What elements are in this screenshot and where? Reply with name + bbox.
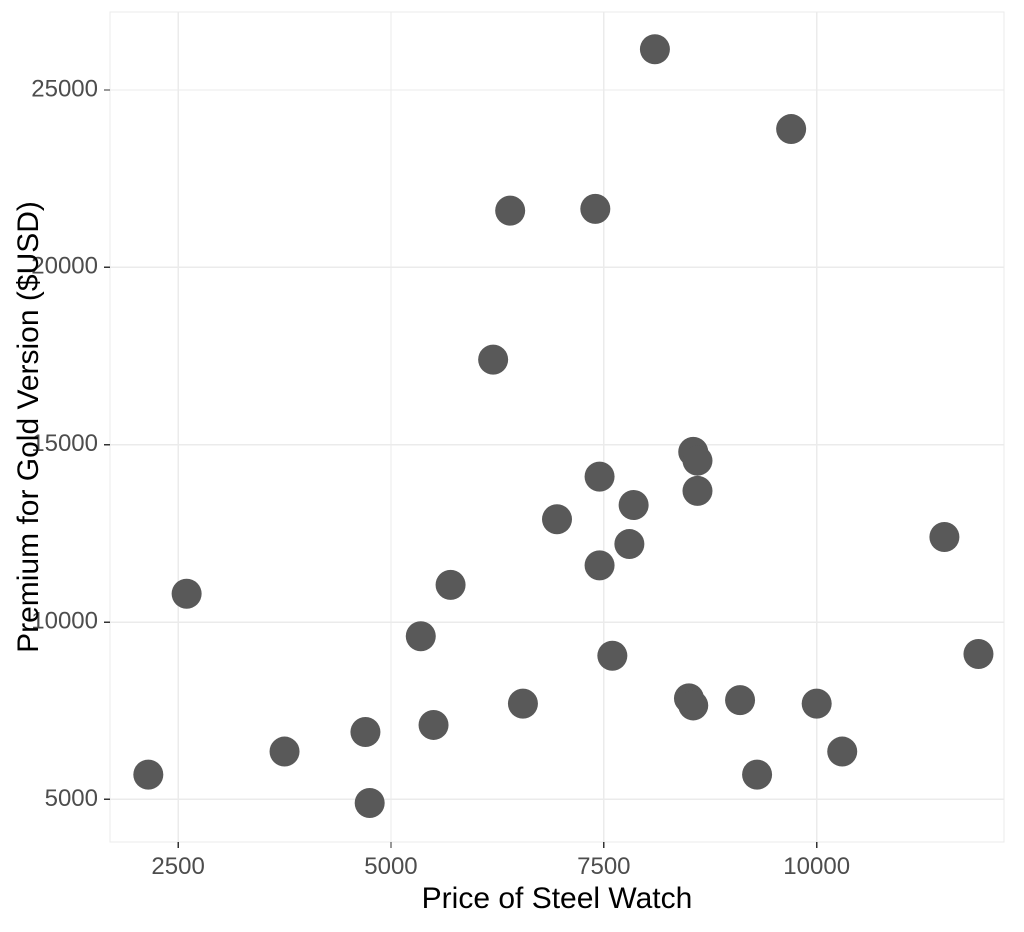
- data-point: [436, 570, 466, 600]
- data-point: [355, 788, 385, 818]
- y-tick-label: 25000: [31, 75, 98, 102]
- data-point: [682, 446, 712, 476]
- plot-panel: [110, 12, 1004, 842]
- data-point: [580, 194, 610, 224]
- data-point: [495, 196, 525, 226]
- x-tick-label: 5000: [364, 853, 417, 880]
- data-point: [542, 504, 572, 534]
- x-tick-label: 2500: [151, 853, 204, 880]
- data-point: [929, 522, 959, 552]
- y-axis-title: Premium for Gold Version ($USD): [12, 201, 45, 653]
- data-point: [619, 490, 649, 520]
- data-point: [350, 717, 380, 747]
- data-point: [133, 760, 163, 790]
- data-point: [827, 737, 857, 767]
- data-point: [776, 114, 806, 144]
- data-point: [963, 639, 993, 669]
- data-point: [406, 621, 436, 651]
- data-point: [614, 529, 644, 559]
- data-point: [640, 34, 670, 64]
- data-point: [682, 476, 712, 506]
- data-point: [802, 689, 832, 719]
- data-point: [597, 641, 627, 671]
- x-axis-title: Price of Steel Watch: [422, 882, 693, 915]
- data-point: [585, 550, 615, 580]
- chart-svg: 2500500075001000050001000015000200002500…: [0, 0, 1024, 932]
- data-point: [585, 462, 615, 492]
- data-point: [478, 345, 508, 375]
- data-point: [419, 710, 449, 740]
- data-point: [725, 685, 755, 715]
- data-point: [270, 737, 300, 767]
- x-tick-label: 7500: [577, 853, 630, 880]
- data-point: [172, 579, 202, 609]
- data-point: [742, 760, 772, 790]
- x-tick-label: 10000: [783, 853, 850, 880]
- scatter-chart: 2500500075001000050001000015000200002500…: [0, 0, 1024, 932]
- data-point: [678, 690, 708, 720]
- data-point: [508, 689, 538, 719]
- y-tick-label: 5000: [45, 785, 98, 812]
